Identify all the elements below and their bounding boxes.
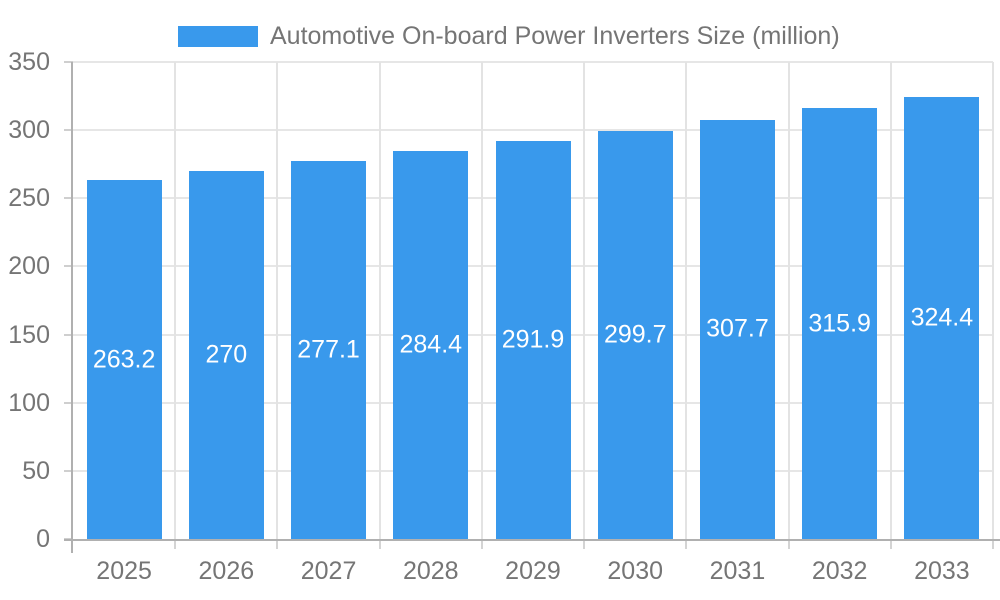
x-axis-label: 2027 xyxy=(300,557,357,585)
legend: Automotive On-board Power Inverters Size… xyxy=(178,22,840,51)
bar-value-label: 299.7 xyxy=(603,320,667,349)
bar-value-label: 284.4 xyxy=(399,330,463,359)
v-gridline xyxy=(276,62,279,539)
y-axis-label: 250 xyxy=(8,184,50,213)
v-gridline xyxy=(992,62,994,539)
x-tick xyxy=(378,539,381,549)
bar-2030[interactable]: 299.7 xyxy=(597,130,673,539)
bar-2027[interactable]: 277.1 xyxy=(291,161,367,539)
y-tick xyxy=(64,333,73,336)
y-axis-label: 350 xyxy=(8,48,50,76)
x-axis-label: 2033 xyxy=(914,557,970,585)
v-gridline xyxy=(480,62,483,539)
v-gridline xyxy=(583,62,586,539)
x-axis-label: 2028 xyxy=(402,557,459,585)
bar-2026[interactable]: 270 xyxy=(188,171,264,539)
bar-2029[interactable]: 291.9 xyxy=(495,141,571,539)
x-axis-label: 2029 xyxy=(505,557,561,585)
y-tick xyxy=(64,129,73,132)
x-tick xyxy=(787,539,790,549)
y-tick xyxy=(64,61,73,63)
v-gridline xyxy=(889,62,892,539)
bar-value-label: 291.9 xyxy=(501,325,565,354)
x-tick xyxy=(583,539,586,549)
x-tick xyxy=(276,539,279,549)
y-axis-label: 50 xyxy=(22,456,50,485)
v-gridline xyxy=(378,62,381,539)
x-tick xyxy=(992,539,994,549)
v-gridline xyxy=(787,62,790,539)
x-tick xyxy=(685,539,688,549)
x-tick xyxy=(480,539,483,549)
bar-2032[interactable]: 315.9 xyxy=(802,108,878,539)
y-tick xyxy=(64,265,73,268)
y-tick xyxy=(64,197,73,200)
v-gridline xyxy=(174,62,177,539)
bar-2033[interactable]: 324.4 xyxy=(904,96,980,539)
y-axis-label: 150 xyxy=(8,320,50,349)
x-axis-label: 2031 xyxy=(709,557,766,585)
legend-swatch[interactable] xyxy=(178,26,258,47)
bar-value-label: 270 xyxy=(205,340,248,369)
bar-value-label: 315.9 xyxy=(808,309,871,338)
h-gridline xyxy=(73,129,993,132)
bar-value-label: 277.1 xyxy=(297,335,360,364)
bar-2025[interactable]: 263.2 xyxy=(86,180,162,539)
bar-value-label: 307.7 xyxy=(706,314,769,343)
x-axis-label: 2025 xyxy=(96,557,152,585)
x-axis-label: 2026 xyxy=(198,557,255,585)
x-tick xyxy=(889,539,892,549)
bar-2031[interactable]: 307.7 xyxy=(699,119,775,539)
h-gridline xyxy=(73,61,993,64)
y-axis-line xyxy=(71,62,73,553)
plot-area: 263.2 270 277.1 284.4 291.9 299.7 307.7 315.9 32… xyxy=(73,61,994,539)
y-axis-label: 0 xyxy=(36,525,50,553)
x-axis-line xyxy=(64,539,1000,541)
x-axis-label: 2030 xyxy=(607,557,664,585)
x-axis-label: 2032 xyxy=(811,557,868,585)
y-axis-label: 100 xyxy=(8,388,50,417)
y-axis-label: 300 xyxy=(8,116,50,145)
v-gridline xyxy=(685,62,688,539)
y-axis-label: 200 xyxy=(8,252,50,281)
y-tick xyxy=(64,401,73,404)
bar-value-label: 324.4 xyxy=(910,303,974,332)
bar-value-label: 263.2 xyxy=(92,345,156,374)
bar-2028[interactable]: 284.4 xyxy=(393,151,469,539)
legend-label[interactable]: Automotive On-board Power Inverters Size… xyxy=(270,22,840,50)
y-tick xyxy=(64,469,73,472)
x-tick xyxy=(174,539,177,549)
